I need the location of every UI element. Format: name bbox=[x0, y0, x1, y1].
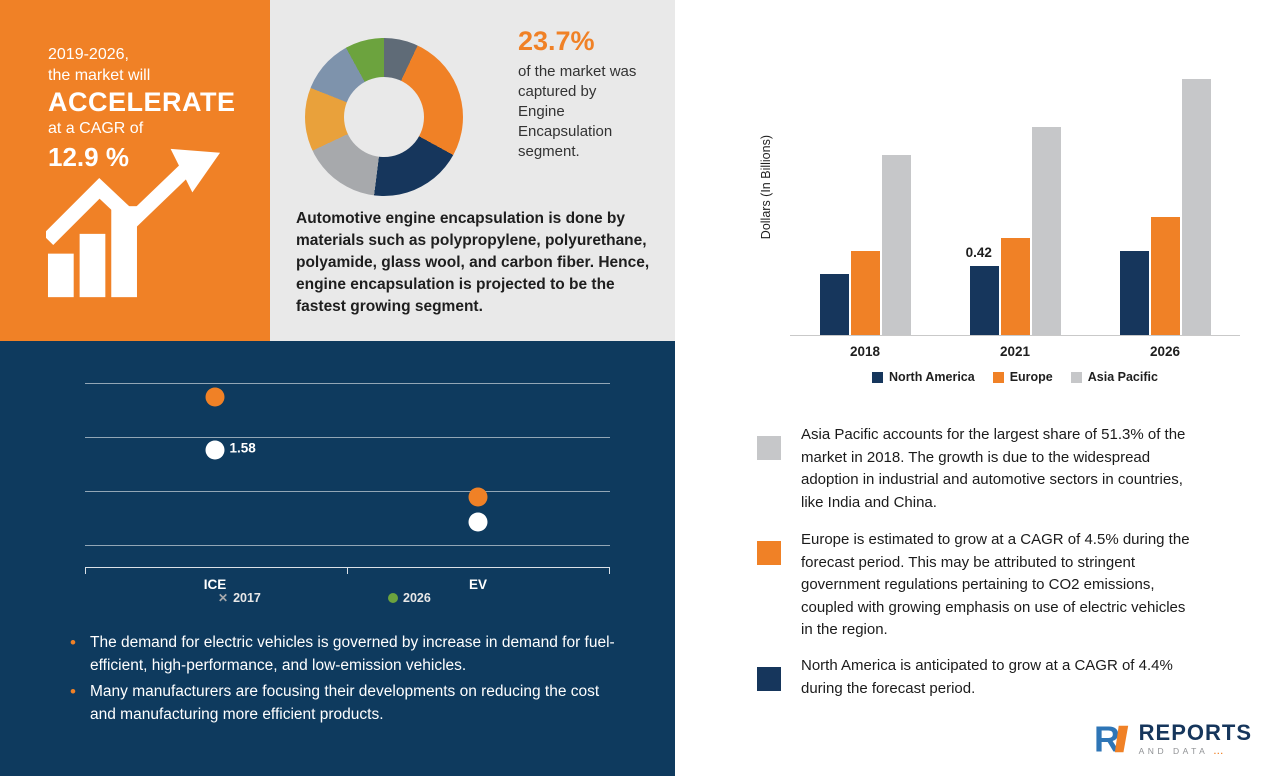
regional-panel: Dollars (In Billions) 2018 0.42 2021 2026 N… bbox=[675, 0, 1280, 776]
asia-pacific-bullet: Asia Pacific accounts for the largest sh… bbox=[757, 424, 1197, 514]
logo-subtitle: AND DATA ... bbox=[1139, 747, 1252, 756]
bar-asia-pacific-2021 bbox=[1031, 127, 1061, 335]
legend-label: Asia Pacific bbox=[1087, 370, 1158, 384]
axis-tick bbox=[85, 568, 86, 574]
gridline bbox=[85, 545, 610, 546]
segment-share-value: 23.7% bbox=[518, 26, 595, 56]
dot-ev bbox=[468, 487, 488, 507]
bar-category-label: 2026 bbox=[1149, 344, 1181, 359]
legend-label: Europe bbox=[1009, 370, 1053, 384]
segment-panel: 23.7% of the market was captured by Engi… bbox=[270, 0, 675, 341]
bar-group-2021: 0.42 2021 bbox=[966, 127, 1061, 359]
bar-asia-pacific-2026 bbox=[1181, 79, 1211, 335]
axis-tick bbox=[347, 568, 348, 574]
segment-share-text: of the market was captured by Engine Enc… bbox=[518, 63, 637, 160]
donut-chart bbox=[305, 38, 463, 196]
logo-dots: ... bbox=[1213, 746, 1224, 757]
europe-swatch bbox=[757, 541, 781, 565]
dot-ice bbox=[205, 387, 225, 407]
logo-title: REPORTS bbox=[1138, 720, 1252, 746]
bar-asia-pacific-2018 bbox=[881, 155, 911, 335]
bar-legend-item: Asia Pacific bbox=[1070, 370, 1158, 384]
north-america-text: North America is anticipated to grow at … bbox=[801, 657, 1173, 697]
ev-bullet: The demand for electric vehicles is gove… bbox=[68, 631, 620, 677]
bar-group-2018: 2018 bbox=[819, 155, 911, 359]
bar-chart-legend: North America Europe Asia Pacific bbox=[790, 370, 1240, 384]
axis-tick bbox=[609, 568, 610, 574]
bar-legend-item: Europe bbox=[992, 370, 1053, 384]
dot-value-label: 1.58 bbox=[229, 440, 256, 456]
logo-subtitle-text: AND DATA bbox=[1138, 746, 1208, 757]
dot-legend-label: 2026 bbox=[403, 591, 431, 605]
legend-label: North America bbox=[889, 370, 975, 384]
ev-panel: ICE EV 1.58 ✕ 2017 2026 The demand for e… bbox=[0, 341, 675, 776]
asia-pacific-text: Asia Pacific accounts for the largest sh… bbox=[801, 426, 1186, 511]
ev-bullet: Many manufacturers are focusing their de… bbox=[68, 680, 620, 726]
gridline bbox=[85, 437, 610, 438]
dot-legend-label: 2017 bbox=[233, 591, 261, 605]
cagr-panel: 2019-2026, the market will ACCELERATE at… bbox=[0, 0, 270, 341]
gridline bbox=[85, 491, 610, 492]
logo-icon: R bbox=[1094, 720, 1128, 758]
bar-north-america-2021: 0.42 bbox=[966, 245, 999, 335]
north-america-swatch bbox=[757, 667, 781, 691]
period-text: 2019-2026, bbox=[48, 46, 129, 63]
bar-category-label: 2021 bbox=[999, 344, 1031, 359]
dot-chart: ICE EV 1.58 bbox=[85, 375, 610, 592]
accelerate-text: ACCELERATE bbox=[48, 87, 236, 117]
bar-legend-item: North America bbox=[872, 370, 975, 384]
bar-chart: 2018 0.42 2021 2026 bbox=[790, 40, 1240, 359]
bar-group-2026: 2026 bbox=[1119, 79, 1211, 359]
dot-legend-2017: ✕ 2017 bbox=[218, 591, 261, 605]
legend-swatch bbox=[992, 371, 1004, 383]
x-marker-icon: ✕ bbox=[218, 591, 229, 605]
bar-europe-2021 bbox=[1000, 238, 1030, 335]
north-america-bullet: North America is anticipated to grow at … bbox=[757, 655, 1197, 700]
legend-swatch bbox=[872, 371, 884, 383]
category-label-ice: ICE bbox=[203, 577, 227, 592]
bar-europe-2018 bbox=[850, 251, 880, 335]
donut-hole bbox=[344, 77, 424, 157]
category-label-ev: EV bbox=[468, 577, 488, 592]
y-axis-label-text: Dollars (In Billions) bbox=[759, 135, 773, 240]
cagr-value: 12.9 % bbox=[48, 142, 129, 172]
bar-data-label: 0.42 bbox=[965, 245, 992, 260]
segment-description: Automotive engine encapsulation is done … bbox=[296, 210, 650, 315]
legend-swatch bbox=[1070, 371, 1082, 383]
y-axis-label: Dollars (In Billions) bbox=[757, 40, 775, 335]
market-will-text: the market will bbox=[48, 67, 151, 84]
ev-bullet-list: The demand for electric vehicles is gove… bbox=[68, 631, 620, 729]
europe-bullet: Europe is estimated to grow at a CAGR of… bbox=[757, 529, 1197, 642]
asia-pacific-swatch bbox=[757, 436, 781, 460]
dot-marker-icon bbox=[388, 593, 398, 603]
cagr-prefix-text: at a CAGR of bbox=[48, 120, 144, 137]
reports-and-data-logo: R REPORTS AND DATA ... bbox=[1094, 720, 1252, 758]
dot-ev bbox=[468, 512, 488, 532]
logo-text: REPORTS AND DATA ... bbox=[1139, 722, 1252, 756]
bar-north-america-2026 bbox=[1119, 251, 1149, 335]
bar-category-label: 2018 bbox=[849, 344, 881, 359]
dot-legend-2026: 2026 bbox=[388, 591, 431, 605]
x-axis bbox=[85, 567, 610, 568]
gridline bbox=[85, 383, 610, 384]
bar-europe-2026 bbox=[1150, 217, 1180, 335]
dot-ice: 1.58 bbox=[205, 440, 256, 460]
growth-arrow-icon bbox=[46, 148, 221, 298]
europe-text: Europe is estimated to grow at a CAGR of… bbox=[801, 531, 1190, 638]
bar-north-america-2018 bbox=[819, 274, 849, 335]
